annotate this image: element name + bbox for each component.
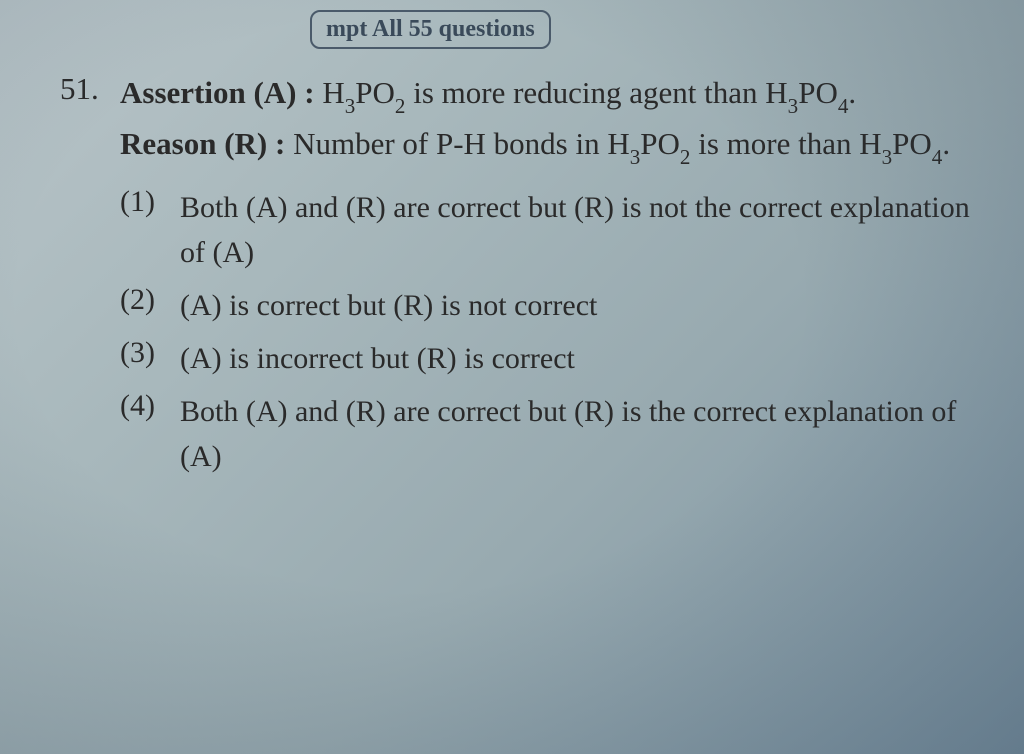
reason-text-2: PO bbox=[640, 126, 680, 161]
reason-sub-2: 2 bbox=[680, 145, 691, 169]
options-list: (1) Both (A) and (R) are correct but (R)… bbox=[50, 185, 974, 479]
header-fragment: mpt All 55 questions bbox=[310, 10, 551, 49]
assertion-sub-3: 3 bbox=[788, 94, 799, 118]
assertion-label: Assertion (A) : bbox=[120, 75, 315, 110]
assertion-text-1: H bbox=[315, 75, 345, 110]
assertion-sub-1: 3 bbox=[345, 94, 356, 118]
assertion-text-3: is more reducing agent than H bbox=[405, 75, 787, 110]
reason-label: Reason (R) : bbox=[120, 126, 285, 161]
question-number: 51. bbox=[50, 69, 120, 107]
option-number: (2) bbox=[120, 283, 180, 317]
option-row: (4) Both (A) and (R) are correct but (R)… bbox=[50, 389, 974, 479]
reason-text-3: is more than H bbox=[690, 126, 881, 161]
assertion-text-4: PO bbox=[798, 75, 838, 110]
option-text: (A) is correct but (R) is not correct bbox=[180, 283, 974, 328]
reason-text-5: . bbox=[942, 126, 950, 161]
reason-sub-4: 4 bbox=[932, 145, 943, 169]
assertion-text-5: . bbox=[848, 75, 856, 110]
assertion-sub-2: 2 bbox=[395, 94, 406, 118]
page: mpt All 55 questions 51. Assertion (A) :… bbox=[0, 0, 1024, 754]
reason-sub-3: 3 bbox=[882, 145, 893, 169]
reason-text-4: PO bbox=[892, 126, 932, 161]
option-row: (1) Both (A) and (R) are correct but (R)… bbox=[50, 185, 974, 275]
option-row: (2) (A) is correct but (R) is not correc… bbox=[50, 283, 974, 328]
reason-sub-1: 3 bbox=[630, 145, 641, 169]
option-text: (A) is incorrect but (R) is correct bbox=[180, 336, 974, 381]
reason-text-1: Number of P-H bonds in H bbox=[285, 126, 629, 161]
option-number: (3) bbox=[120, 336, 180, 370]
option-text: Both (A) and (R) are correct but (R) is … bbox=[180, 185, 974, 275]
option-number: (4) bbox=[120, 389, 180, 423]
question-body: Assertion (A) : H3PO2 is more reducing a… bbox=[120, 69, 974, 171]
assertion-text-2: PO bbox=[355, 75, 395, 110]
option-number: (1) bbox=[120, 185, 180, 219]
assertion-sub-4: 4 bbox=[838, 94, 849, 118]
option-row: (3) (A) is incorrect but (R) is correct bbox=[50, 336, 974, 381]
question-row: 51. Assertion (A) : H3PO2 is more reduci… bbox=[50, 69, 974, 171]
option-text: Both (A) and (R) are correct but (R) is … bbox=[180, 389, 974, 479]
